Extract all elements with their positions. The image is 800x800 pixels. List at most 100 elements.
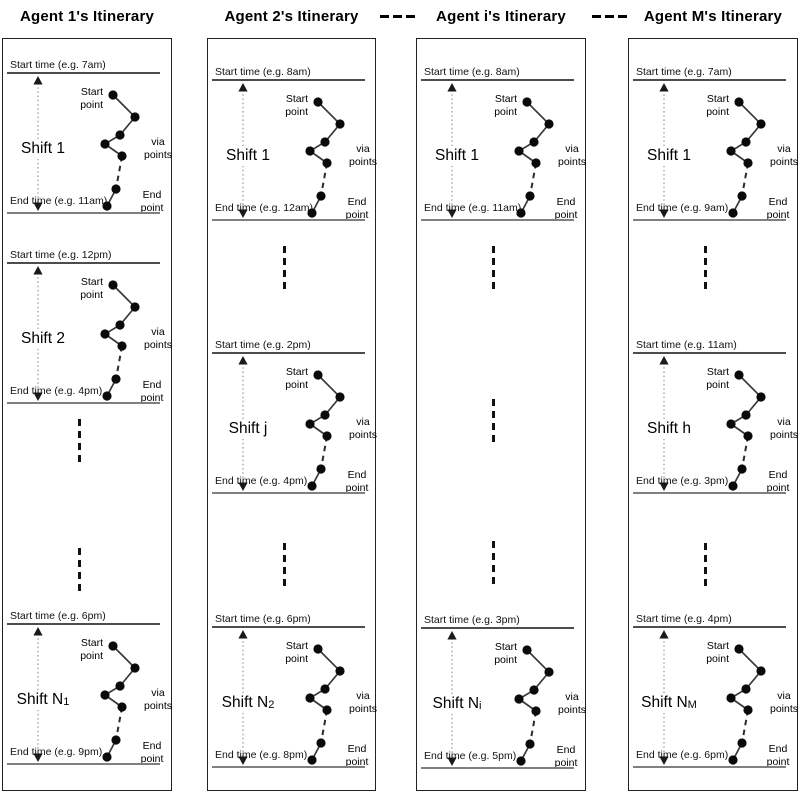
end-point-label-line2: point bbox=[554, 208, 578, 221]
itinerary-gap-dashes bbox=[78, 419, 81, 463]
end-point-label-line2: point bbox=[345, 208, 369, 221]
via-points-label-line2: points bbox=[769, 155, 799, 168]
end-point-label-line1: End bbox=[768, 743, 788, 755]
arrowhead-up-icon bbox=[447, 631, 457, 640]
shift-block: Start time (e.g. 6pm) Shift N2 Start point v… bbox=[210, 612, 377, 774]
arrowhead-down-icon bbox=[659, 209, 669, 218]
end-point-label: End point bbox=[130, 740, 174, 765]
itinerary-gap-dashes bbox=[283, 543, 286, 587]
via-points-label-line2: points bbox=[557, 703, 587, 716]
shift-label-subscript: 2 bbox=[268, 699, 275, 711]
start-point-label-line1: Start bbox=[80, 276, 103, 288]
end-point-label-line2: point bbox=[140, 752, 164, 765]
via-points-label-line1: via bbox=[565, 143, 579, 155]
end-time-line bbox=[7, 212, 160, 215]
shift-label: Shift Ni bbox=[423, 694, 491, 714]
arrowhead-up-icon bbox=[447, 83, 457, 92]
via-point-dot bbox=[737, 191, 747, 201]
arrowhead-down-icon bbox=[238, 209, 248, 218]
route-segment-dashed bbox=[529, 162, 537, 197]
start-point-label-line2: point bbox=[285, 652, 308, 665]
dash-icon bbox=[592, 15, 601, 18]
column-separator-dashes bbox=[592, 15, 627, 18]
shift-block: Start time (e.g. 2pm) Shift j Start point vi… bbox=[210, 338, 377, 500]
via-point-dot bbox=[726, 146, 736, 156]
end-point-label: End point bbox=[756, 469, 800, 494]
route-segment-dashed bbox=[320, 709, 328, 744]
via-point-dot bbox=[115, 130, 125, 140]
route-segment-dashed bbox=[320, 435, 328, 470]
via-point-dot bbox=[322, 705, 332, 715]
arrowhead-down-icon bbox=[33, 753, 43, 762]
via-points-label-line2: points bbox=[143, 148, 173, 161]
arrowhead-down-icon bbox=[238, 482, 248, 491]
start-point-label-line1: Start bbox=[80, 86, 103, 98]
start-time-line bbox=[633, 79, 786, 82]
via-point-dot bbox=[726, 693, 736, 703]
via-point-dot bbox=[117, 151, 127, 161]
start-time-line bbox=[7, 72, 160, 75]
via-point-dot bbox=[115, 320, 125, 330]
via-points-label-line2: points bbox=[143, 338, 173, 351]
dash-icon bbox=[406, 15, 415, 18]
via-point-dot bbox=[100, 139, 110, 149]
route-segment-solid bbox=[729, 101, 763, 164]
start-time-label: Start time (e.g. 3pm) bbox=[424, 614, 520, 626]
via-point-dot bbox=[335, 392, 345, 402]
shift-block: Start time (e.g. 12pm) Shift 2 Start point v… bbox=[5, 248, 172, 410]
start-time-label: Start time (e.g. 4pm) bbox=[636, 613, 732, 625]
end-time-line bbox=[212, 766, 365, 769]
arrowhead-up-icon bbox=[238, 356, 248, 365]
shift-block: Start time (e.g. 4pm) Shift NM Start point v… bbox=[631, 612, 798, 774]
end-time-line bbox=[633, 766, 786, 769]
start-point-dot bbox=[734, 644, 744, 654]
shift-block: Start time (e.g. 11am) Shift h Start point v… bbox=[631, 338, 798, 500]
via-points-label-line2: points bbox=[557, 155, 587, 168]
shift-label: Shift 1 bbox=[214, 146, 282, 166]
start-point-label-line1: Start bbox=[285, 640, 308, 652]
via-point-dot bbox=[743, 158, 753, 168]
end-point-label-line2: point bbox=[766, 481, 790, 494]
via-point-dot bbox=[525, 191, 535, 201]
via-points-label-line2: points bbox=[769, 428, 799, 441]
end-point-dot bbox=[728, 481, 738, 491]
end-point-label: End point bbox=[130, 189, 174, 214]
route-segment-solid bbox=[729, 648, 763, 711]
start-point-label-line2: point bbox=[285, 105, 308, 118]
start-point-label-line1: Start bbox=[706, 93, 729, 105]
arrowhead-up-icon bbox=[238, 630, 248, 639]
start-time-line bbox=[7, 262, 160, 265]
via-point-dot bbox=[529, 685, 539, 695]
end-point-label-line1: End bbox=[142, 740, 162, 752]
shift-label: Shift 1 bbox=[635, 146, 703, 166]
start-point-label-line2: point bbox=[706, 378, 729, 391]
dash-icon bbox=[380, 15, 389, 18]
via-points-label: via points bbox=[341, 690, 385, 715]
route-segment-solid bbox=[103, 284, 137, 347]
via-points-label-line2: points bbox=[348, 155, 378, 168]
via-point-dot bbox=[514, 694, 524, 704]
agent-itinerary-column: Start time (e.g. 7am) Shift 1 Start point vi… bbox=[628, 38, 798, 791]
via-points-label-line1: via bbox=[777, 416, 791, 428]
end-time-label: End time (e.g. 4pm) bbox=[10, 385, 103, 397]
start-point-label-line2: point bbox=[80, 649, 103, 662]
itinerary-gap-dashes bbox=[492, 541, 495, 585]
via-points-label-line1: via bbox=[356, 690, 370, 702]
end-point-dot bbox=[307, 208, 317, 218]
shift-label: Shift 1 bbox=[423, 146, 491, 166]
route-segment-solid bbox=[308, 101, 342, 164]
shift-block: Start time (e.g. 8am) Shift 1 Start point vi… bbox=[210, 65, 377, 227]
route-segment-dashed bbox=[741, 435, 749, 470]
start-point-label: Start point bbox=[687, 366, 729, 391]
shift-block: Start time (e.g. 8am) Shift 1 Start point vi… bbox=[419, 65, 586, 227]
via-points-label-line1: via bbox=[777, 690, 791, 702]
column-separator-dashes bbox=[380, 15, 415, 18]
via-point-dot bbox=[322, 158, 332, 168]
shift-route-graphic bbox=[659, 83, 766, 218]
end-point-dot bbox=[728, 208, 738, 218]
start-time-label: Start time (e.g. 11am) bbox=[636, 339, 737, 351]
start-point-label-line1: Start bbox=[80, 637, 103, 649]
arrowhead-down-icon bbox=[659, 756, 669, 765]
start-time-line bbox=[421, 627, 574, 630]
route-segment-dashed bbox=[115, 345, 123, 380]
